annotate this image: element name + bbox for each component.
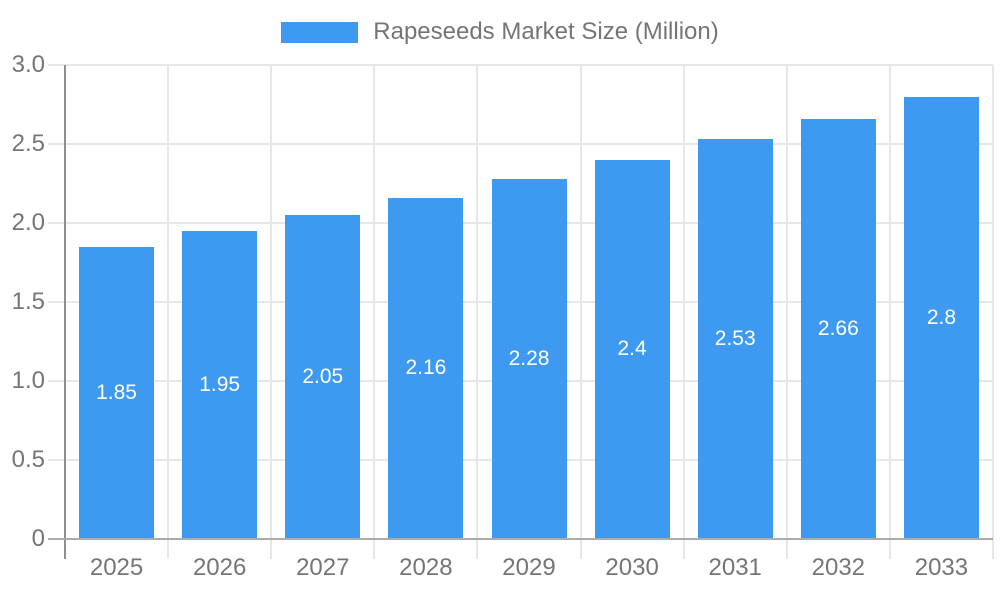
- x-tick-label: 2027: [296, 554, 350, 581]
- y-tick-label: 1.0: [11, 367, 45, 394]
- bar[interactable]: [182, 230, 258, 539]
- gridline-vertical: [785, 65, 788, 559]
- gridline-vertical: [476, 65, 479, 559]
- y-tick-label: 2.0: [11, 209, 45, 236]
- gridline-vertical: [888, 65, 891, 559]
- bar[interactable]: [285, 215, 361, 539]
- bar-value-label: 2.4: [617, 337, 647, 361]
- bar[interactable]: [697, 139, 773, 539]
- gridline-vertical: [270, 65, 273, 559]
- x-tick-label: 2029: [502, 554, 556, 581]
- x-tick-label: 2032: [811, 554, 866, 581]
- x-tick-label: 2031: [708, 554, 762, 581]
- legend-swatch-icon: [281, 21, 359, 43]
- y-tick-label: 2.5: [11, 130, 45, 157]
- bar[interactable]: [800, 118, 876, 539]
- gridline-horizontal: [48, 64, 993, 66]
- bar-value-label: 2.8: [926, 305, 957, 329]
- bar[interactable]: [388, 197, 464, 539]
- legend-label: Rapeseeds Market Size (Million): [373, 18, 719, 45]
- x-tick-label: 2030: [605, 554, 659, 581]
- y-axis-line: [64, 65, 66, 559]
- gridline-vertical: [682, 65, 685, 559]
- x-axis-line: [48, 538, 993, 540]
- legend-item-rapeseeds[interactable]: Rapeseeds Market Size (Million): [281, 18, 719, 46]
- bar-value-label: 2.16: [405, 356, 447, 380]
- bar-value-label: 2.28: [508, 346, 550, 370]
- x-tick-label: 2033: [914, 554, 969, 581]
- y-tick-label: 3.0: [11, 51, 45, 78]
- y-tick-label: 1.5: [11, 288, 45, 315]
- y-tick-label: 0: [31, 525, 45, 552]
- x-tick-label: 2026: [192, 554, 247, 581]
- bar-value-label: 2.66: [817, 316, 859, 340]
- bar-value-label: 2.05: [302, 365, 344, 389]
- gridline-vertical: [992, 65, 994, 559]
- bar-value-label: 2.53: [714, 327, 756, 351]
- x-tick-label: 2025: [89, 554, 144, 581]
- bar-value-label: 1.95: [199, 372, 241, 396]
- y-tick-label: 0.5: [11, 446, 45, 473]
- x-tick-label: 2028: [399, 554, 453, 581]
- bar-value-label: 1.85: [96, 380, 137, 404]
- gridline-vertical: [373, 65, 376, 559]
- bar[interactable]: [594, 159, 670, 539]
- bar[interactable]: [903, 96, 979, 539]
- gridline-horizontal: [48, 143, 993, 145]
- bar[interactable]: [79, 246, 155, 539]
- plot-area: 1.85 1.95 2.05 2.16 2.28 2.4 2.53 2.66 2.8: [48, 64, 994, 559]
- gridline-vertical: [167, 65, 170, 559]
- chart-legend: Rapeseeds Market Size (Million): [0, 16, 1000, 48]
- gridline-vertical: [579, 65, 582, 559]
- bar[interactable]: [491, 178, 567, 539]
